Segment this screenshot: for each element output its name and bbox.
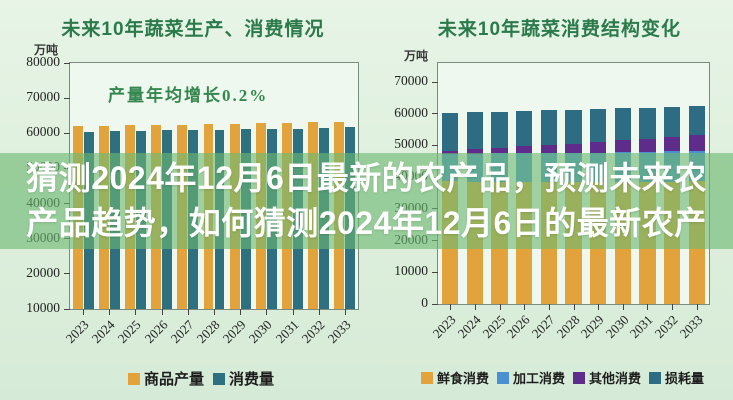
y-axis-unit-label: 万吨 <box>404 49 429 63</box>
chart-legend: 鲜食消费 加工消费 其他消费 损耗量 <box>392 368 733 387</box>
y-axis-tick <box>64 97 70 99</box>
legend-swatch <box>573 371 585 384</box>
legend-label: 其他消费 <box>589 371 642 386</box>
legend-swatch <box>496 371 509 384</box>
y-axis-tick-label: 10000 <box>394 263 428 279</box>
bar-segment-series-2 <box>688 134 705 151</box>
bar-segment-series-2 <box>663 136 681 152</box>
y-axis-tick-label: 60000 <box>394 104 428 120</box>
bar-segment-series-2 <box>540 145 557 154</box>
legend-label: 商品产量 <box>143 372 204 388</box>
x-axis-tick <box>474 304 476 310</box>
bar-segment-series-2 <box>565 143 582 154</box>
x-axis-tick <box>240 309 242 315</box>
legend-swatch <box>420 371 433 384</box>
x-axis-tick <box>318 309 320 315</box>
y-axis-tick <box>432 303 438 305</box>
y-axis-tick-label: 0 <box>421 295 428 310</box>
bar-segment-series-2 <box>442 150 459 154</box>
bar-segment-series-2 <box>466 149 484 154</box>
x-axis-tick <box>214 309 215 315</box>
y-axis-tick-label: 70000 <box>26 89 60 105</box>
legend-item: 其他消费 <box>573 368 641 387</box>
bar-segment-series-3 <box>688 105 705 135</box>
y-axis-tick-label: 70000 <box>394 73 428 89</box>
y-axis-tick <box>64 273 70 275</box>
legend-swatch <box>649 371 662 384</box>
x-axis-tick <box>450 304 452 310</box>
bar-segment-series-3 <box>491 111 508 148</box>
bar-segment-series-2 <box>614 140 631 153</box>
x-axis-tick <box>109 309 111 315</box>
x-axis-tick <box>292 309 294 315</box>
y-axis-tick-label: 80000 <box>26 54 60 69</box>
y-axis-tick-label: 10000 <box>26 300 60 315</box>
x-axis-tick <box>266 309 268 315</box>
legend-label: 损耗量 <box>665 371 705 386</box>
x-axis-tick <box>573 304 575 310</box>
y-axis-tick <box>432 81 438 83</box>
y-axis-tick <box>432 113 438 115</box>
x-axis-tick <box>622 304 624 310</box>
y-axis-tick-label: 50000 <box>394 136 428 152</box>
bar-segment-series-3 <box>663 106 681 137</box>
bar-segment-series-3 <box>442 112 459 151</box>
x-axis-tick <box>499 304 501 310</box>
x-axis-tick <box>598 304 600 310</box>
x-axis-tick <box>696 304 698 310</box>
x-axis-tick <box>647 304 649 310</box>
bar-segment-series-3 <box>540 110 557 146</box>
bar-segment-series-2 <box>639 138 656 153</box>
bar-segment-series-2 <box>590 141 607 153</box>
bar-segment-series-3 <box>466 112 484 150</box>
bar-segment-series-3 <box>516 110 533 147</box>
bar-segment-series-3 <box>639 107 656 139</box>
growth-annotation: 产量年均增长0.2% <box>108 86 269 105</box>
x-axis-tick <box>524 304 526 310</box>
x-axis-tick <box>548 304 550 310</box>
bar-segment-series-2 <box>491 147 508 154</box>
y-axis-tick <box>432 144 438 146</box>
y-axis-unit-label: 万吨 <box>34 43 59 57</box>
y-axis-tick-label: 20000 <box>26 264 60 280</box>
bar-segment-series-3 <box>565 109 582 144</box>
legend-item: 消费量 <box>213 368 274 389</box>
x-axis-tick <box>672 304 674 310</box>
legend-item: 商品产量 <box>127 368 204 389</box>
legend-swatch <box>127 372 140 385</box>
legend-label: 鲜食消费 <box>436 371 489 386</box>
y-axis-tick-label: 60000 <box>26 124 60 140</box>
x-axis-tick <box>135 309 137 315</box>
y-axis-tick <box>64 308 70 310</box>
legend-swatch <box>213 372 225 385</box>
legend-item: 鲜食消费 <box>420 368 489 387</box>
chart-title: 未来10年蔬菜消费结构变化 <box>437 19 682 40</box>
bar-segment-series-3 <box>590 108 607 142</box>
x-axis-tick <box>161 309 163 315</box>
headline-text-line-1: 猜测2024年12月6日最新的农产品，预测未来农 <box>26 160 707 196</box>
chart-title: 未来10年蔬菜生产、消费情况 <box>61 19 325 40</box>
headline-overlay-banner: 猜测2024年12月6日最新的农产品，预测未来农 产品趋势，如何猜测2024年1… <box>0 153 733 249</box>
legend-label: 消费量 <box>229 372 275 388</box>
legend-item: 损耗量 <box>649 368 704 387</box>
y-axis-tick <box>64 132 70 134</box>
chart-legend: 商品产量 消费量 <box>36 368 366 389</box>
x-axis-tick <box>344 309 346 315</box>
x-axis-tick <box>187 309 189 315</box>
bar-segment-series-2 <box>516 146 533 154</box>
legend-item: 加工消费 <box>496 368 565 387</box>
bar-segment-series-3 <box>614 108 631 141</box>
y-axis-tick <box>64 62 70 64</box>
headline-text-line-2: 产品趋势，如何猜测2024年12月6日的最新农产 <box>26 205 707 241</box>
y-axis-tick <box>432 271 438 273</box>
x-axis-tick <box>83 309 85 315</box>
legend-label: 加工消费 <box>512 371 565 386</box>
